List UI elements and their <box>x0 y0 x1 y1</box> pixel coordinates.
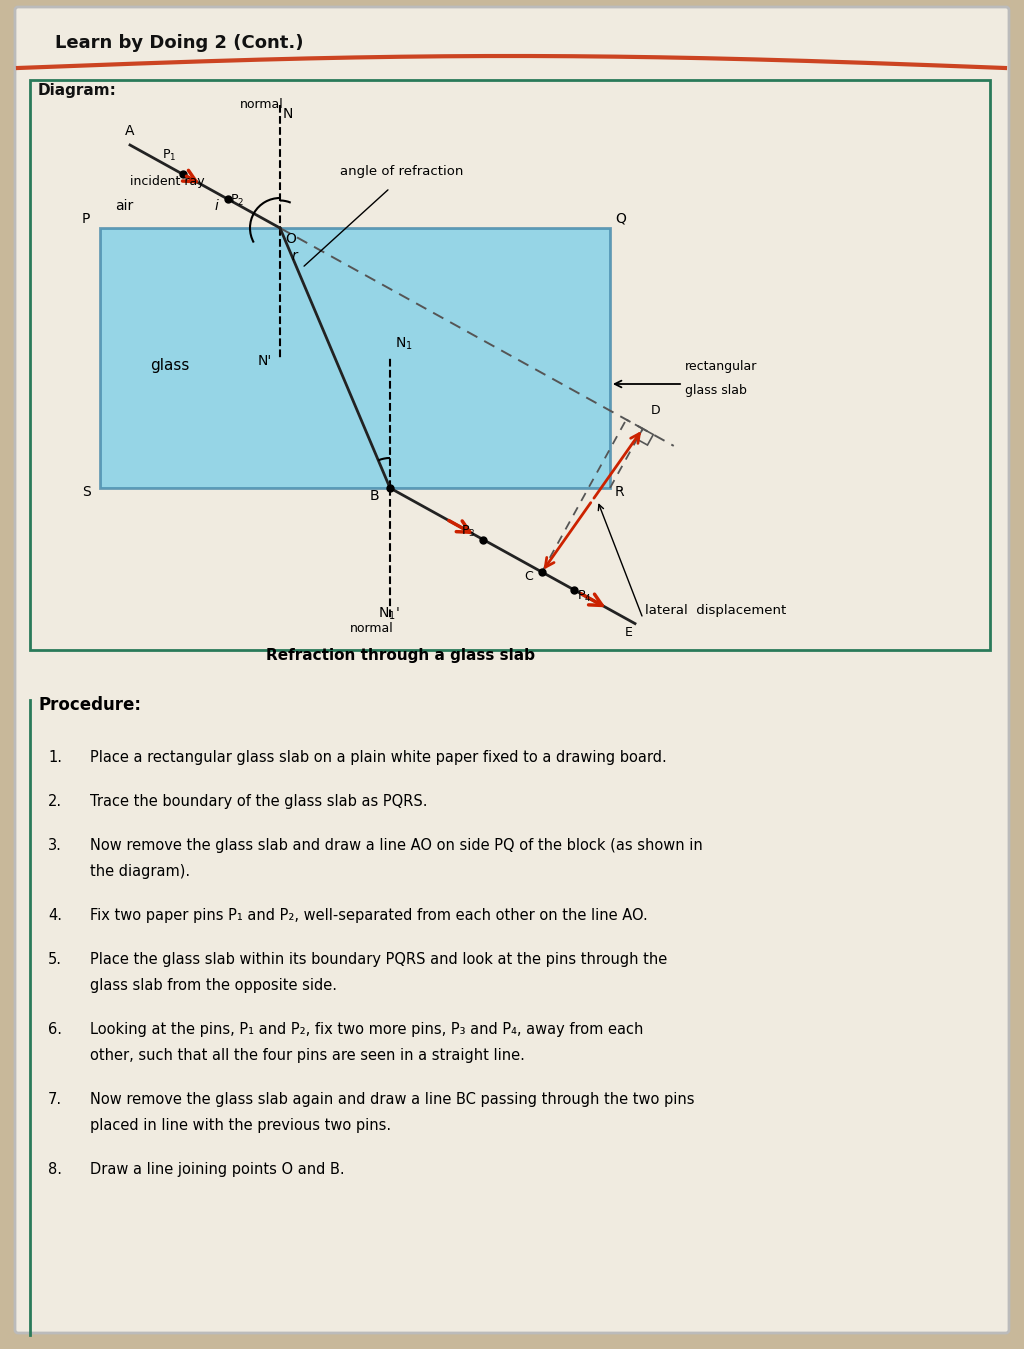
Text: 7.: 7. <box>48 1091 62 1108</box>
Text: Q: Q <box>615 212 626 227</box>
Text: Looking at the pins, P₁ and P₂, fix two more pins, P₃ and P₄, away from each: Looking at the pins, P₁ and P₂, fix two … <box>90 1023 643 1037</box>
Text: Trace the boundary of the glass slab as PQRS.: Trace the boundary of the glass slab as … <box>90 795 427 809</box>
Text: O: O <box>285 232 296 246</box>
Text: B: B <box>370 488 380 503</box>
Text: the diagram).: the diagram). <box>90 863 190 880</box>
Text: Place the glass slab within its boundary PQRS and look at the pins through the: Place the glass slab within its boundary… <box>90 952 668 967</box>
Text: rectangular: rectangular <box>685 360 758 374</box>
Text: 4.: 4. <box>48 908 62 923</box>
Text: N: N <box>283 107 293 121</box>
Text: 5.: 5. <box>48 952 62 967</box>
Bar <box>100 228 610 488</box>
Text: P: P <box>82 212 90 227</box>
Text: S: S <box>82 486 91 499</box>
Text: 6.: 6. <box>48 1023 62 1037</box>
Text: angle of refraction: angle of refraction <box>340 165 464 178</box>
Text: Now remove the glass slab again and draw a line BC passing through the two pins: Now remove the glass slab again and draw… <box>90 1091 694 1108</box>
Text: R: R <box>615 486 625 499</box>
Text: N$_1$: N$_1$ <box>395 336 413 352</box>
Text: P$_2$: P$_2$ <box>230 193 245 208</box>
Text: 2.: 2. <box>48 795 62 809</box>
Text: glass: glass <box>150 357 189 374</box>
Text: Refraction through a glass slab: Refraction through a glass slab <box>265 648 535 662</box>
Text: Now remove the glass slab and draw a line AO on side PQ of the block (as shown i: Now remove the glass slab and draw a lin… <box>90 838 702 853</box>
Text: A: A <box>125 124 134 138</box>
Bar <box>30 80 990 650</box>
Text: P$_4$: P$_4$ <box>577 588 592 604</box>
Text: i: i <box>215 200 219 213</box>
Text: Fix two paper pins P₁ and P₂, well-separated from each other on the line AO.: Fix two paper pins P₁ and P₂, well-separ… <box>90 908 648 923</box>
Text: E: E <box>625 626 633 638</box>
Text: placed in line with the previous two pins.: placed in line with the previous two pin… <box>90 1118 391 1133</box>
Text: P$_1$: P$_1$ <box>163 148 177 163</box>
Text: 3.: 3. <box>48 838 61 853</box>
Text: lateral  displacement: lateral displacement <box>645 603 786 616</box>
Text: Place a rectangular glass slab on a plain white paper fixed to a drawing board.: Place a rectangular glass slab on a plai… <box>90 750 667 765</box>
Text: D: D <box>651 403 660 417</box>
Text: N$_1$': N$_1$' <box>378 606 399 622</box>
Text: C: C <box>524 571 532 583</box>
Text: P$_3$: P$_3$ <box>461 523 475 538</box>
Text: incident ray: incident ray <box>130 175 205 188</box>
Text: Draw a line joining points O and B.: Draw a line joining points O and B. <box>90 1161 345 1176</box>
Text: N': N' <box>258 353 272 368</box>
Text: air: air <box>115 200 133 213</box>
Text: normal: normal <box>350 622 394 635</box>
Text: Procedure:: Procedure: <box>38 696 141 714</box>
Text: glass slab: glass slab <box>685 384 746 397</box>
Text: 1.: 1. <box>48 750 62 765</box>
FancyBboxPatch shape <box>15 7 1009 1333</box>
Text: glass slab from the opposite side.: glass slab from the opposite side. <box>90 978 337 993</box>
Text: other, such that all the four pins are seen in a straight line.: other, such that all the four pins are s… <box>90 1048 525 1063</box>
Text: normal: normal <box>240 98 284 111</box>
Text: r: r <box>292 250 298 263</box>
Text: Learn by Doing 2 (Cont.): Learn by Doing 2 (Cont.) <box>55 34 303 53</box>
Text: Diagram:: Diagram: <box>38 84 117 98</box>
Text: 8.: 8. <box>48 1161 62 1176</box>
